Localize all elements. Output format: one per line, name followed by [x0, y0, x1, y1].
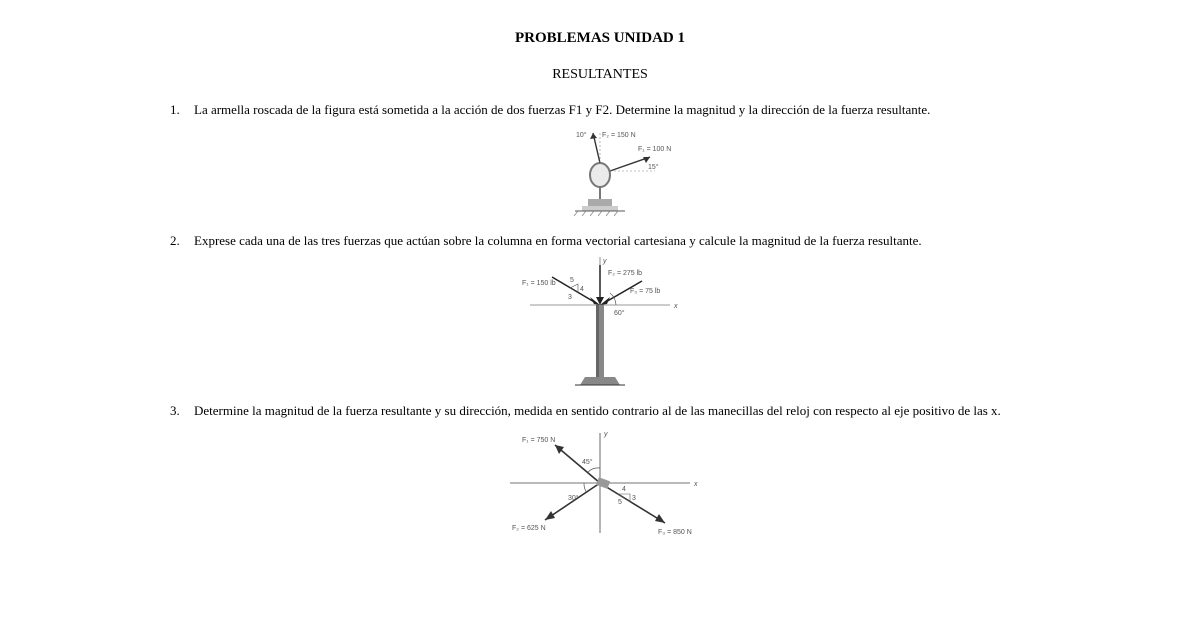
svg-text:F₁ = 750 N: F₁ = 750 N [522, 437, 555, 444]
problem-1-number: 1. [170, 101, 194, 119]
svg-text:x: x [693, 481, 698, 488]
figure-1: 10° F₂ = 150 N F₁ = 100 N 15° [170, 127, 1030, 222]
svg-text:3: 3 [568, 294, 572, 301]
figure-3: x y F₁ = 750 N 45° F₃ = 850 N 4 3 5 F₂ =… [170, 428, 1030, 548]
problem-2: 2. Exprese cada una de las tres fuerzas … [170, 232, 1030, 250]
svg-text:x: x [673, 303, 678, 310]
document-page: PROBLEMAS UNIDAD 1 RESULTANTES 1. La arm… [0, 0, 1200, 630]
problem-2-number: 2. [170, 232, 194, 250]
svg-text:y: y [603, 431, 608, 438]
problem-3-text: Determine la magnitud de la fuerza resul… [194, 402, 1030, 420]
svg-text:15°: 15° [648, 163, 659, 171]
problem-3-number: 3. [170, 402, 194, 420]
svg-text:5: 5 [618, 499, 622, 506]
svg-text:F₂ = 625 N: F₂ = 625 N [512, 525, 546, 532]
svg-text:30°: 30° [568, 494, 579, 502]
problem-1-text: La armella roscada de la figura está som… [194, 101, 1030, 119]
svg-text:5: 5 [570, 277, 574, 284]
svg-text:60°: 60° [614, 309, 625, 317]
page-subtitle: RESULTANTES [170, 67, 1030, 83]
svg-text:10°: 10° [576, 131, 587, 139]
svg-text:F₂ = 275 lb: F₂ = 275 lb [608, 270, 642, 277]
svg-text:y: y [602, 258, 607, 265]
svg-text:3: 3 [632, 495, 636, 502]
svg-text:F₃ = 75 lb: F₃ = 75 lb [630, 288, 660, 295]
svg-text:4: 4 [622, 486, 626, 493]
svg-text:F₁ = 150 lb: F₁ = 150 lb [522, 280, 556, 287]
svg-text:F₁ = 100 N: F₁ = 100 N [638, 146, 671, 153]
problem-1: 1. La armella roscada de la figura está … [170, 101, 1030, 119]
figure-2: x y F₂ = 275 lb F₁ = 150 lb 3 4 5 [170, 257, 1030, 392]
svg-text:4: 4 [580, 286, 584, 293]
svg-text:45°: 45° [582, 458, 593, 466]
svg-text:F₃ = 850 N: F₃ = 850 N [658, 529, 692, 536]
problem-3: 3. Determine la magnitud de la fuerza re… [170, 402, 1030, 420]
problem-2-text: Exprese cada una de las tres fuerzas que… [194, 232, 1030, 250]
page-title: PROBLEMAS UNIDAD 1 [170, 30, 1030, 47]
svg-text:F₂ = 150 N: F₂ = 150 N [602, 132, 636, 139]
